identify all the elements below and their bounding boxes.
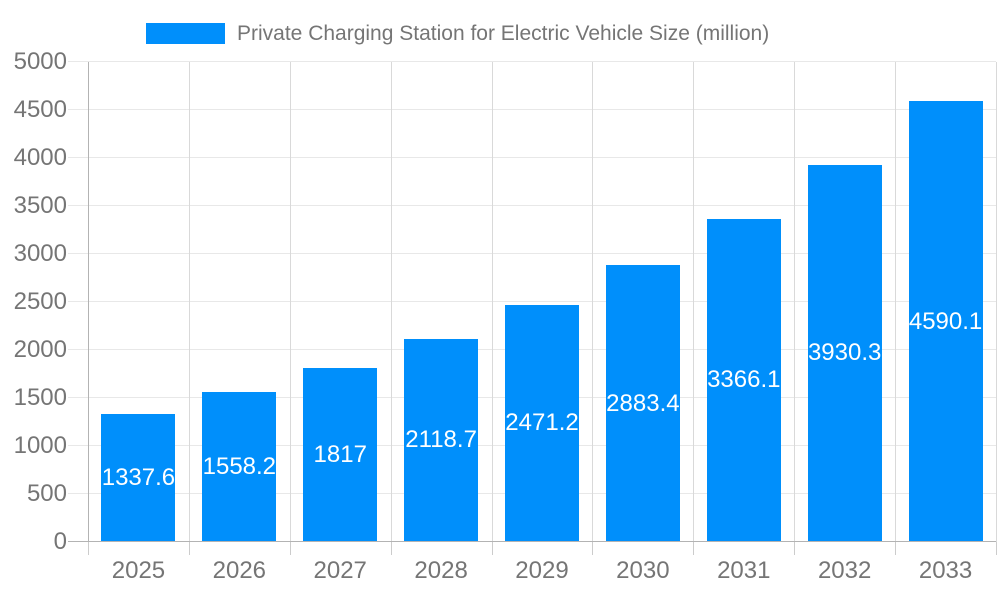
bar[interactable]: 2883.4 (605, 265, 680, 542)
bar-value-label: 4590.1 (908, 307, 983, 335)
x-tick (188, 542, 190, 555)
bar-value-label: 2471.2 (505, 409, 579, 437)
h-gridline (68, 61, 996, 62)
legend-label[interactable]: Private Charging Station for Electric Ve… (237, 22, 770, 45)
v-gridline (289, 62, 291, 542)
x-tick (592, 542, 594, 555)
bar[interactable]: 2118.7 (404, 338, 479, 542)
x-tick (794, 542, 796, 555)
y-axis-label: 4000 (13, 144, 67, 171)
y-axis-label: 4500 (13, 96, 67, 123)
x-axis-label: 2031 (717, 557, 771, 584)
v-gridline (693, 62, 695, 542)
bar[interactable]: 1337.6 (101, 413, 176, 542)
x-axis-line (68, 541, 996, 542)
y-axis-line (88, 62, 89, 542)
v-gridline (996, 62, 997, 542)
h-gridline (68, 205, 996, 206)
bar-value-label: 2118.7 (405, 426, 477, 454)
x-tick (996, 542, 997, 555)
h-gridline (68, 109, 996, 110)
h-gridline (68, 157, 996, 158)
x-tick (491, 542, 493, 555)
bar-value-label: 3930.3 (807, 339, 882, 367)
x-axis-label: 2028 (414, 557, 468, 584)
y-axis-label: 5000 (13, 48, 67, 75)
x-tick (895, 542, 897, 555)
x-tick (390, 542, 392, 555)
y-axis-label: 3500 (13, 192, 67, 219)
y-axis-label: 3000 (13, 240, 67, 267)
y-axis-label: 500 (26, 480, 67, 507)
v-gridline (895, 62, 897, 542)
bar-value-label: 1558.2 (202, 453, 277, 481)
v-gridline (592, 62, 594, 542)
x-tick (289, 542, 291, 555)
x-axis-label: 2030 (616, 557, 670, 584)
bar[interactable]: 4590.1 (908, 101, 983, 542)
y-axis-label: 2000 (13, 336, 67, 363)
legend-marker-swatch[interactable] (146, 23, 225, 44)
x-axis-label: 2033 (918, 557, 973, 584)
x-tick (693, 542, 695, 555)
y-axis-label: 1000 (13, 432, 67, 459)
bar-value-label: 1817 (313, 440, 367, 468)
x-axis-label: 2032 (817, 557, 872, 584)
bar[interactable]: 1817 (303, 367, 378, 542)
bar[interactable]: 1558.2 (202, 392, 277, 542)
v-gridline (188, 62, 190, 542)
y-axis-label: 1500 (13, 384, 67, 411)
x-axis-label: 2026 (212, 557, 267, 584)
bar-value-label: 2883.4 (606, 389, 680, 417)
v-gridline (390, 62, 392, 542)
plot-area: 0 500 1000 1500 2000 2500 3000 3500 4000 4500 5000… (14, 50, 997, 584)
legend: Private Charging Station for Electric Ve… (0, 21, 1000, 47)
x-tick (88, 542, 89, 555)
bar[interactable]: 2471.2 (505, 304, 579, 542)
v-gridline (794, 62, 796, 542)
bar-value-label: 3366.1 (707, 366, 781, 394)
bar[interactable]: 3366.1 (706, 218, 781, 542)
h-gridline (68, 253, 996, 254)
bar-value-label: 1337.6 (101, 463, 176, 491)
y-axis-label: 2500 (13, 288, 67, 315)
h-gridline (68, 301, 996, 302)
x-axis-label: 2027 (313, 557, 367, 584)
v-gridline (491, 62, 493, 542)
y-axis-label: 0 (53, 528, 67, 555)
x-axis-label: 2025 (111, 557, 166, 584)
x-axis-label: 2029 (515, 557, 569, 584)
bar[interactable]: 3930.3 (807, 164, 882, 542)
